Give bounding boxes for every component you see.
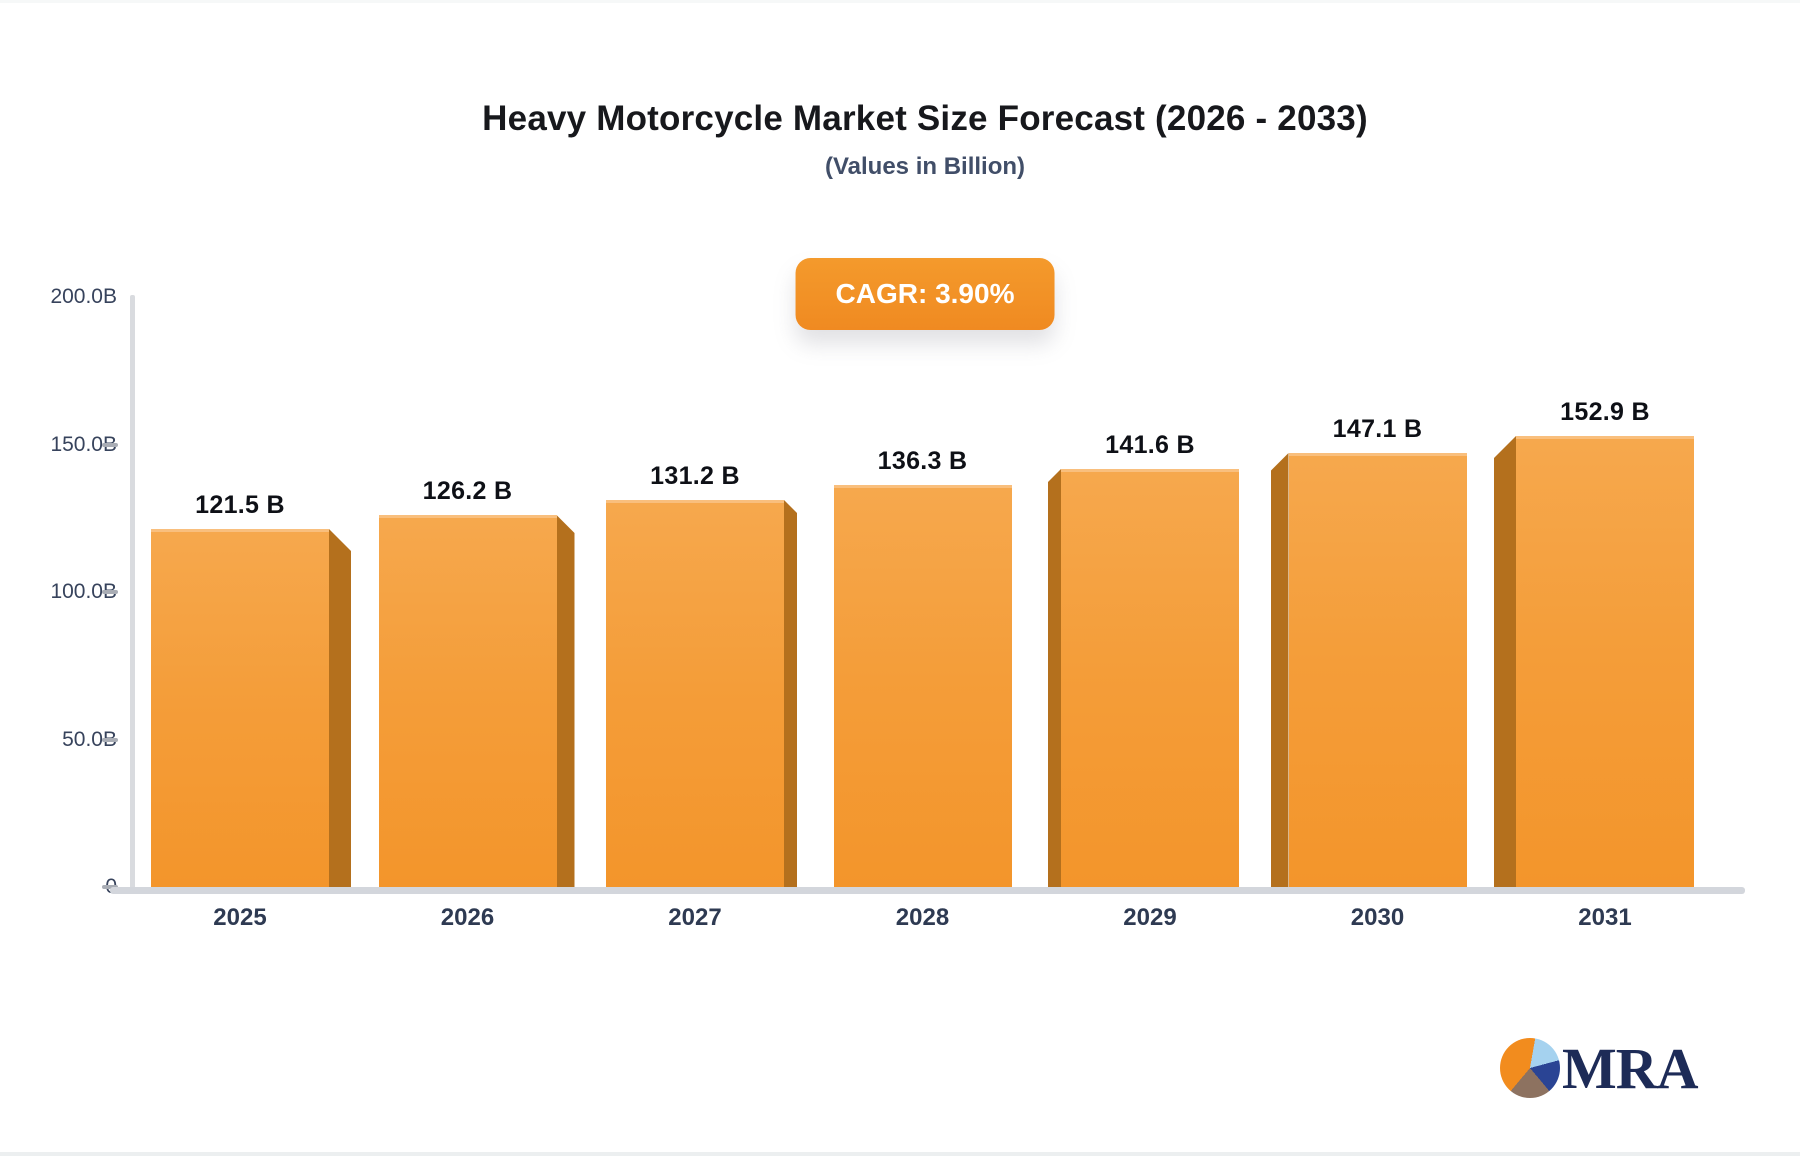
y-tick-label: 150.0B: [50, 432, 117, 456]
bar-side-panel: [556, 515, 575, 887]
x-tick-label-2025: 2025: [213, 904, 267, 931]
bar-2027: [606, 500, 784, 887]
bar-value-label: 141.6 B: [1105, 431, 1195, 459]
chart-canvas: Heavy Motorcycle Market Size Forecast (2…: [0, 3, 1800, 1152]
logo-text: MRA: [1562, 1035, 1699, 1101]
x-tick-label-2030: 2030: [1350, 904, 1405, 931]
y-tick-mark: [102, 737, 118, 742]
bar-value-label: 126.2 B: [422, 477, 513, 505]
y-tick-mark: [102, 590, 118, 594]
x-axis-baseline: [110, 887, 1745, 894]
bar-2025: [151, 529, 329, 887]
y-tick-mark: [102, 442, 118, 447]
pie-chart-logo-icon: [1500, 1038, 1560, 1098]
bar-side-panel: [1494, 436, 1516, 887]
chart-subtitle: (Values in Billion): [824, 153, 1026, 180]
bar-2030: [1288, 453, 1467, 887]
y-tick-label: 50.0B: [62, 727, 117, 751]
x-tick-label-2029: 2029: [1123, 904, 1177, 931]
x-tick-label-2027: 2027: [668, 904, 722, 931]
bar-value-label: 121.5 B: [195, 491, 285, 519]
chart-title: Heavy Motorcycle Market Size Forecast (2…: [482, 99, 1368, 138]
bar-2031: [1516, 436, 1694, 887]
bar-side-panel: [1270, 453, 1289, 887]
bar-2028: [833, 485, 1012, 887]
bar-side-panel: [1048, 469, 1061, 887]
bar-value-label: 131.2 B: [650, 462, 740, 490]
bar-2029: [1061, 469, 1239, 887]
bar-value-label: 136.3 B: [877, 447, 968, 475]
x-tick-label-2031: 2031: [1578, 904, 1632, 931]
x-tick-label-2026: 2026: [440, 904, 495, 931]
x-tick-label-2028: 2028: [895, 904, 950, 931]
logo: MRA: [1500, 1035, 1699, 1101]
y-tick-label: 100.0B: [50, 580, 117, 603]
cagr-badge: CAGR: 3.90%: [795, 258, 1055, 330]
bar-2026: [378, 515, 557, 887]
y-axis-line: [130, 295, 135, 894]
bar-side-panel: [784, 500, 797, 887]
y-tick-label: 200.0B: [50, 285, 117, 308]
bar-value-label: 152.9 B: [1560, 398, 1650, 426]
bar-value-label: 147.1 B: [1332, 415, 1423, 443]
bar-side-panel: [329, 529, 351, 887]
